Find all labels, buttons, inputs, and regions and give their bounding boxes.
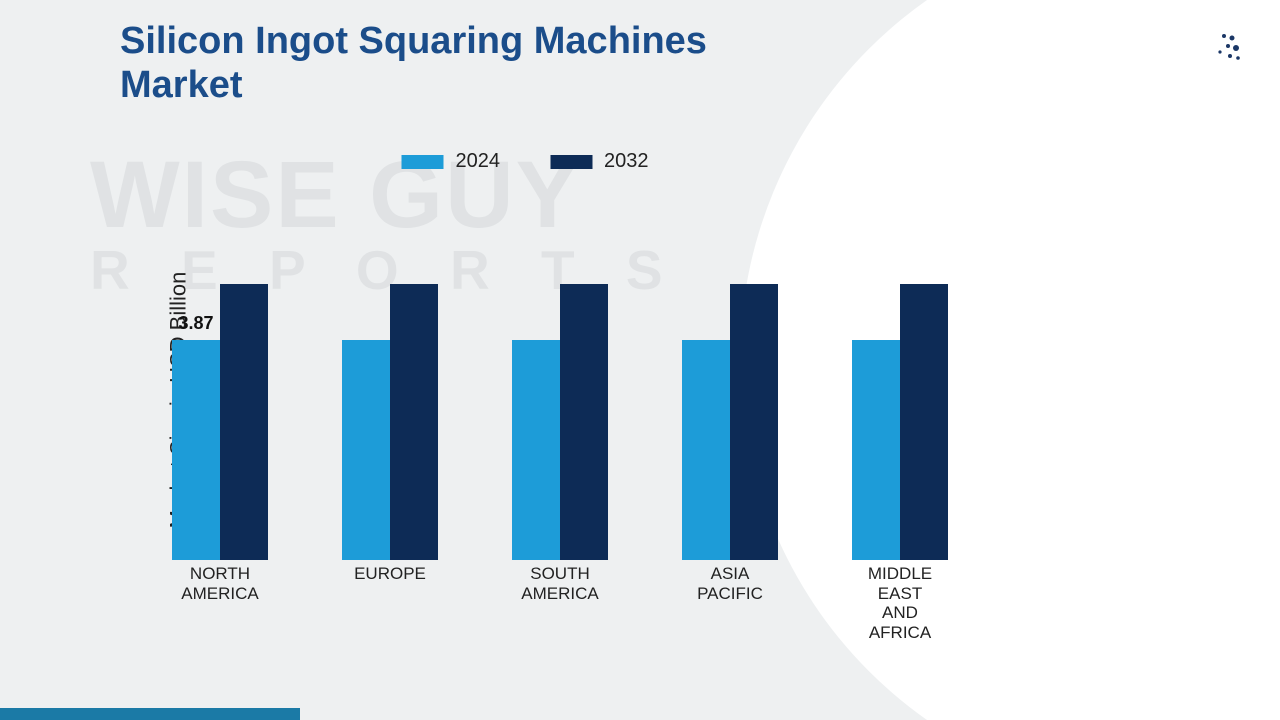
legend-item-2024: 2024: [402, 150, 501, 173]
chart-title: Silicon Ingot Squaring Machines Market: [120, 20, 820, 107]
logo-sub-text: REPORTS: [1026, 76, 1250, 92]
bar-2024: [512, 340, 560, 560]
legend-item-2032: 2032: [550, 150, 649, 173]
bar-2024: [852, 340, 900, 560]
logo-main-text: WISE GUY: [1026, 31, 1184, 65]
legend-swatch-2024: [402, 155, 444, 169]
head-icon: [1190, 18, 1250, 78]
bar-2032: [390, 284, 438, 560]
category-label: ASIAPACIFIC: [670, 564, 790, 603]
plot-area: 3.87: [140, 190, 960, 560]
category-label: SOUTHAMERICA: [500, 564, 620, 603]
bar-2032: [900, 284, 948, 560]
category-label: EUROPE: [330, 564, 450, 584]
bar-2032: [560, 284, 608, 560]
bar-chart: Market Size in USD Billion 2024 2032 3.8…: [90, 150, 960, 650]
legend-label-2032: 2032: [604, 150, 649, 173]
legend-label-2024: 2024: [456, 150, 501, 173]
x-axis-labels: NORTHAMERICA EUROPE SOUTHAMERICA ASIAPACIFI…: [140, 560, 960, 650]
brand-logo: WISE GUY REPORTS: [1026, 18, 1250, 92]
bottom-accent-bar: [0, 708, 300, 720]
stage: Silicon Ingot Squaring Machines Market W…: [0, 0, 1280, 720]
legend-swatch-2032: [550, 155, 592, 169]
bar-2024: [342, 340, 390, 560]
category-label: MIDDLEEASTANDAFRICA: [840, 564, 960, 642]
bar-2032: [220, 284, 268, 560]
value-label: 3.87: [178, 313, 213, 334]
bar-2032: [730, 284, 778, 560]
bar-2024: [172, 340, 220, 560]
category-label: NORTHAMERICA: [160, 564, 280, 603]
bar-2024: [682, 340, 730, 560]
legend: 2024 2032: [402, 150, 649, 173]
